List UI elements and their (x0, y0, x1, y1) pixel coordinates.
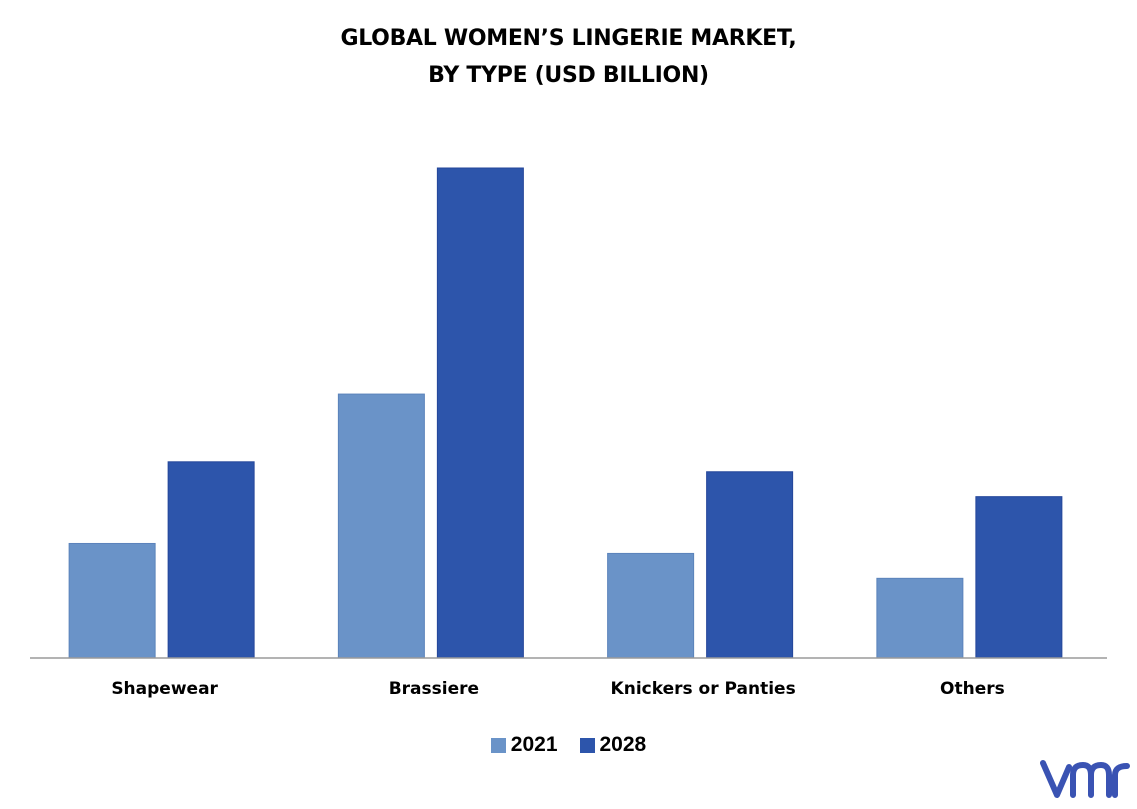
legend-label-2028: 2028 (599, 733, 647, 756)
chart-title-line-1: GLOBAL WOMEN’S LINGERIE MARKET, (340, 26, 797, 51)
bar-chart: Shapewear Brassiere Knickers or Panties Oth… (30, 167, 1107, 699)
legend-label-2021: 2021 (510, 733, 558, 756)
vmr-logo-icon (1040, 760, 1130, 798)
bar-2028-brassiere (436, 167, 524, 659)
bar-2021-knickers-or-panties (607, 552, 695, 659)
category-label-knickers-or-panties: Knickers or Panties (611, 679, 796, 699)
bar-2028-shapewear (167, 461, 255, 659)
legend-swatch-2028 (579, 737, 595, 753)
bar-2021-others (876, 577, 964, 659)
category-label-brassiere: Brassiere (389, 679, 479, 699)
bar-2021-brassiere (337, 393, 425, 659)
category-label-shapewear: Shapewear (111, 679, 218, 699)
bar-2021-shapewear (68, 542, 156, 659)
bar-2028-others (975, 496, 1063, 659)
legend-item-2021: 2021 (490, 733, 558, 757)
chart-title-line-2: BY TYPE (USD BILLION) (428, 63, 709, 88)
legend-swatch-2021 (490, 737, 506, 753)
legend-item-2028: 2028 (579, 733, 647, 757)
category-label-others: Others (940, 679, 1005, 699)
legend: 2021 2028 (0, 733, 1137, 757)
bar-2028-knickers-or-panties (706, 471, 794, 659)
chart-title: GLOBAL WOMEN’S LINGERIE MARKET, BY TYPE … (0, 20, 1137, 94)
